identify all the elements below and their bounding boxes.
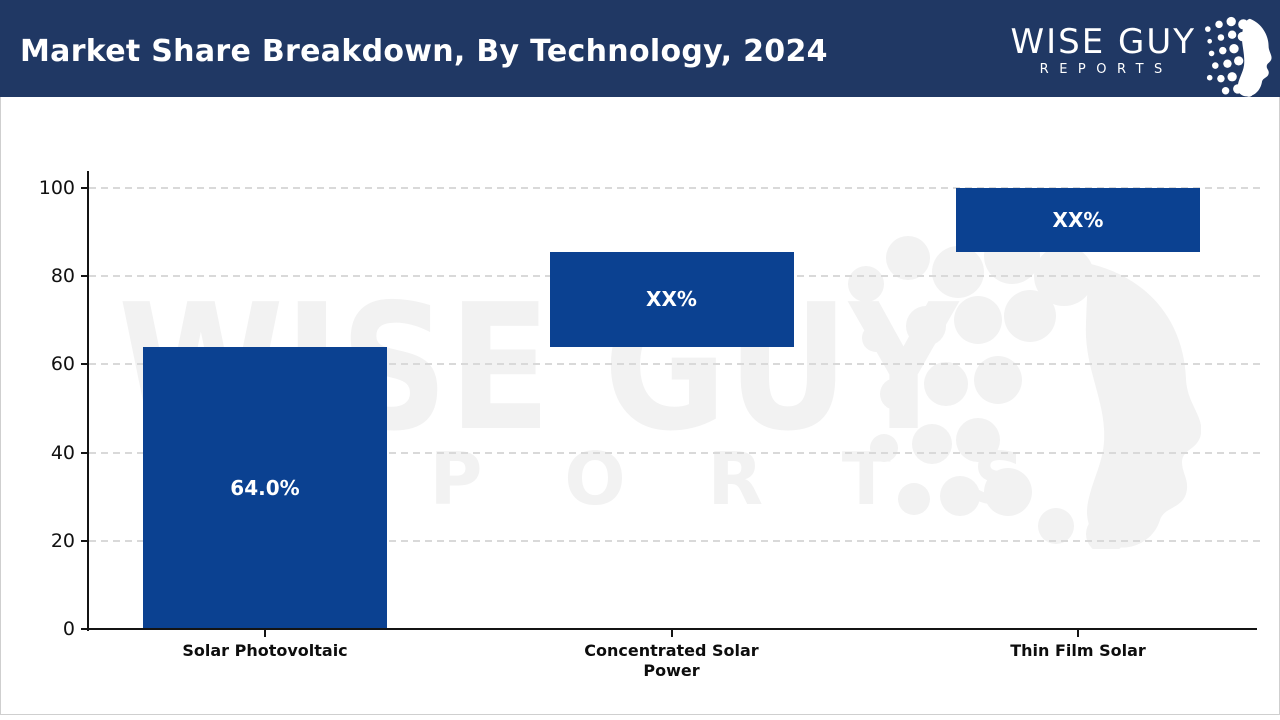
- gridline: [89, 363, 1263, 366]
- y-axis-tick-label: 20: [50, 529, 75, 552]
- gridline: [89, 539, 1263, 542]
- x-axis-line: [87, 628, 1257, 630]
- x-axis-tick: [264, 630, 266, 637]
- bar-value-label: 64.0%: [230, 475, 300, 500]
- page-title: Market Share Breakdown, By Technology, 2…: [20, 34, 828, 69]
- y-axis-tick-label: 80: [50, 265, 75, 288]
- x-category-label: Concentrated Solar Power: [584, 641, 759, 680]
- logo-text: WISE GUY REPORTS: [1010, 24, 1196, 77]
- plot-area: 0 20 40 60 80 100 64.0% Solar Photovoltaic XX% Co…: [1, 98, 1280, 716]
- wiseguy-logo: WISE GUY REPORTS: [1010, 16, 1272, 102]
- x-axis-tick: [670, 630, 673, 637]
- y-axis-line: [87, 171, 89, 631]
- bar-value-label: XX%: [1052, 207, 1104, 232]
- bar: [549, 251, 794, 347]
- y-axis-tick: [81, 628, 89, 630]
- logo-name: WISE GUY: [1010, 22, 1196, 62]
- x-category-label: Solar Photovoltaic: [182, 641, 348, 660]
- bar: [143, 346, 387, 629]
- x-category-label: Thin Film Solar: [1010, 641, 1146, 660]
- gridline: [89, 187, 1263, 189]
- logo-tagline: REPORTS: [1039, 62, 1173, 77]
- y-axis-tick-label: 100: [38, 177, 75, 199]
- y-axis-tick-label: 60: [50, 353, 75, 376]
- y-axis-tick: [81, 187, 89, 189]
- y-axis-tick-label: 40: [50, 441, 75, 464]
- y-axis-tick: [81, 451, 89, 454]
- y-axis-tick: [81, 363, 89, 366]
- gridline: [89, 451, 1263, 454]
- header-bar: Market Share Breakdown, By Technology, 2…: [0, 0, 1280, 97]
- bar-value-label: XX%: [646, 287, 697, 312]
- x-axis-tick: [1077, 630, 1079, 637]
- y-axis-tick-label: 0: [62, 618, 75, 640]
- y-axis-tick: [81, 275, 89, 278]
- y-axis-tick: [81, 539, 89, 542]
- wiseguy-face-icon: [1205, 16, 1272, 97]
